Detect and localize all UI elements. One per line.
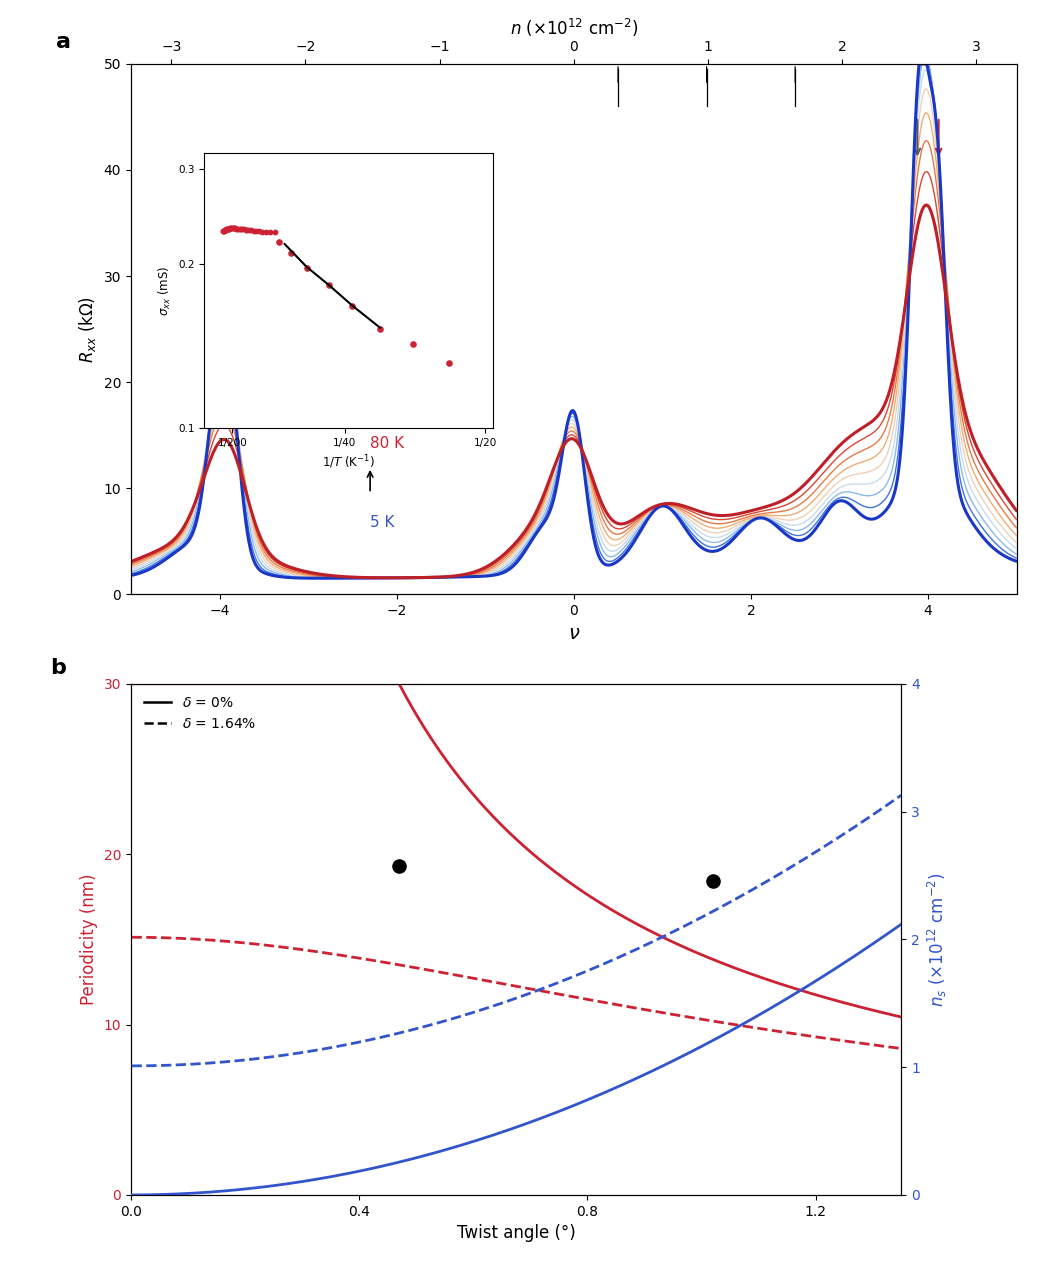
Point xyxy=(232,219,248,239)
Point xyxy=(226,219,243,239)
Point xyxy=(250,221,267,242)
Point xyxy=(248,221,265,242)
Point xyxy=(227,219,244,239)
Point xyxy=(216,220,233,240)
Point xyxy=(216,221,233,242)
Point xyxy=(227,219,244,239)
Y-axis label: $\sigma_{xx}$ (mS): $\sigma_{xx}$ (mS) xyxy=(156,266,173,316)
Point xyxy=(219,219,236,239)
Text: 80 K: 80 K xyxy=(370,436,405,451)
Y-axis label: Periodicity (nm): Periodicity (nm) xyxy=(80,874,99,1005)
X-axis label: $\nu$: $\nu$ xyxy=(568,624,580,643)
Text: b: b xyxy=(50,658,66,679)
Point xyxy=(224,219,241,239)
Point xyxy=(221,219,238,239)
Point xyxy=(372,320,389,340)
Point xyxy=(282,243,300,263)
Point xyxy=(225,219,242,239)
Point xyxy=(220,219,237,239)
Point xyxy=(704,872,721,892)
Point xyxy=(218,219,235,239)
Point xyxy=(219,219,236,239)
Point xyxy=(391,856,408,877)
Point xyxy=(243,220,260,240)
Point xyxy=(258,221,275,242)
X-axis label: Twist angle (°): Twist angle (°) xyxy=(457,1224,575,1242)
Point xyxy=(228,219,245,239)
Point xyxy=(440,353,457,373)
Point xyxy=(344,295,361,316)
Point xyxy=(298,258,314,279)
Point xyxy=(216,220,233,240)
Point xyxy=(215,221,232,242)
Point xyxy=(270,231,287,252)
Point xyxy=(223,219,240,239)
X-axis label: $n$ ($\times 10^{12}$ cm$^{-2}$): $n$ ($\times 10^{12}$ cm$^{-2}$) xyxy=(509,17,638,38)
Point xyxy=(218,220,235,240)
Point xyxy=(215,221,232,242)
Point xyxy=(223,219,240,239)
Point xyxy=(239,220,256,240)
Point xyxy=(245,221,262,242)
X-axis label: $1/T$ (K$^{-1}$): $1/T$ (K$^{-1}$) xyxy=(322,454,375,472)
Point xyxy=(237,220,254,240)
Point xyxy=(217,220,234,240)
Point xyxy=(236,220,253,240)
Point xyxy=(234,219,250,239)
Point xyxy=(220,219,237,239)
Y-axis label: $n_s$ ($\times 10^{12}$ cm$^{-2}$): $n_s$ ($\times 10^{12}$ cm$^{-2}$) xyxy=(925,872,948,1007)
Point xyxy=(241,220,258,240)
Point xyxy=(262,222,279,243)
Point xyxy=(266,222,283,243)
Text: a: a xyxy=(56,32,70,52)
Point xyxy=(233,219,249,239)
Text: 5 K: 5 K xyxy=(370,515,395,529)
Point xyxy=(221,219,238,239)
Point xyxy=(222,219,239,239)
Point xyxy=(321,275,337,295)
Y-axis label: $R_{xx}$ (k$\Omega$): $R_{xx}$ (k$\Omega$) xyxy=(78,295,99,363)
Point xyxy=(254,221,270,242)
Point xyxy=(231,219,247,239)
Point xyxy=(217,220,234,240)
Point xyxy=(405,334,421,354)
Legend: $\delta$ = 0%, $\delta$ = 1.64%: $\delta$ = 0%, $\delta$ = 1.64% xyxy=(138,690,262,736)
